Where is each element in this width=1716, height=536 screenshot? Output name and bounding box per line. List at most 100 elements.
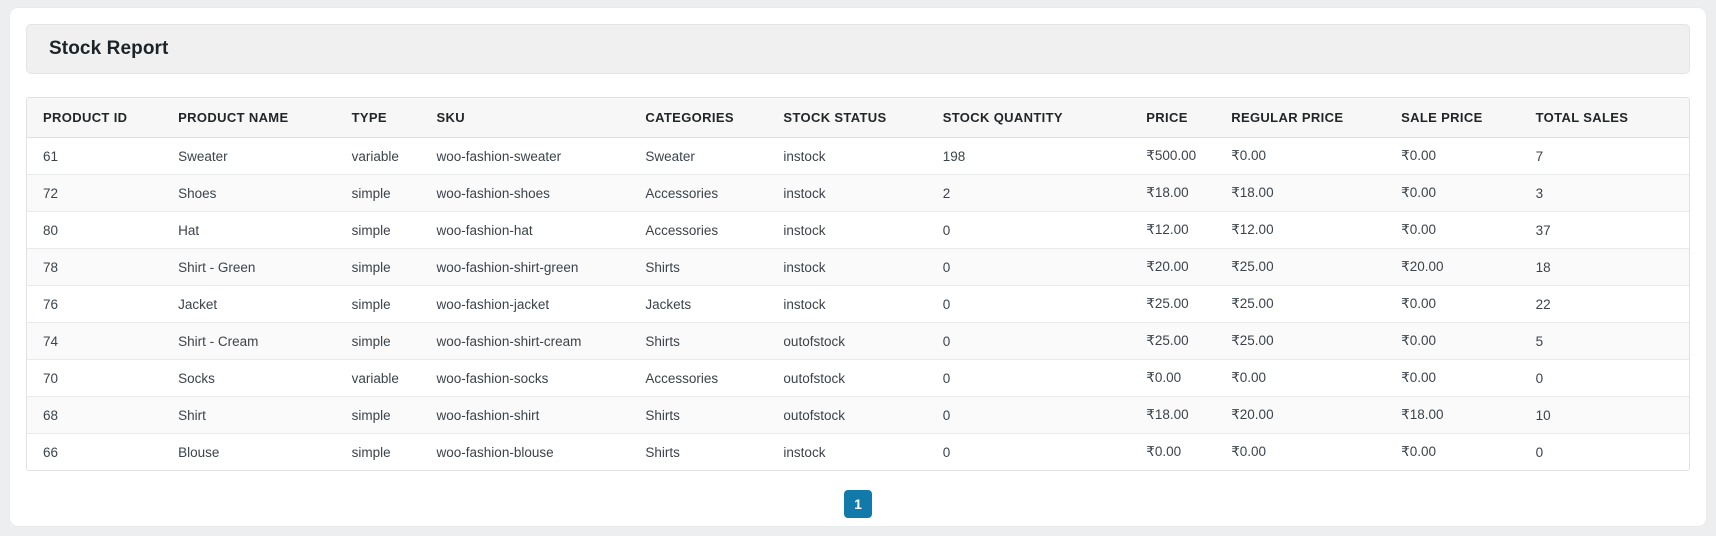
cell-product-name: Sweater	[172, 137, 346, 175]
cell-product-name: Shirt - Cream	[172, 322, 346, 360]
cell-regular-price: ₹0.00	[1225, 137, 1396, 175]
cell-stock-quantity: 2	[936, 174, 1141, 212]
cell-categories: Shirts	[645, 444, 680, 460]
cell-sale-price: ₹0.00	[1395, 174, 1530, 212]
cell-product-id: 76	[27, 285, 173, 323]
cell-total-sales: 7	[1529, 137, 1689, 175]
cell-stock-status: instock	[777, 174, 937, 212]
cell-total-sales: 10	[1529, 396, 1689, 434]
table-row[interactable]: 61 Sweater variable woo-fashion-sweater Swea…	[27, 137, 1689, 175]
cell-price: ₹0.00	[1146, 444, 1182, 459]
cell-stock-quantity: 0	[936, 285, 1141, 323]
cell-regular-price: ₹25.00	[1225, 322, 1396, 360]
cell-stock-quantity: 0	[936, 396, 1141, 434]
cell-stock-status: instock	[783, 444, 826, 460]
cell-type: simple	[345, 248, 431, 286]
table-row[interactable]: 70 Socks variable woo-fashion-socks Accessor…	[27, 359, 1689, 397]
cell-stock-quantity: 0	[936, 359, 1141, 397]
cell-product-id: 66	[43, 444, 59, 460]
cell-price: ₹25.00	[1140, 285, 1226, 323]
column-header-price[interactable]: PRICE	[1140, 98, 1226, 138]
column-header-sale-price[interactable]: SALE PRICE	[1395, 98, 1530, 138]
table-row[interactable]: 74 Shirt - Cream simple woo-fashion-shirt-c…	[27, 322, 1689, 360]
cell-type: simple	[351, 444, 391, 460]
cell-stock-status: instock	[777, 137, 937, 175]
cell-type: simple	[345, 174, 431, 212]
cell-price: ₹18.00	[1140, 174, 1226, 212]
column-header-categories[interactable]: CATEGORIES	[639, 98, 778, 138]
cell-product-name: Hat	[172, 211, 346, 249]
cell-sku: woo-fashion-shoes	[430, 174, 640, 212]
table-row[interactable]: 68 Shirt simple woo-fashion-shirt Shirts outo…	[27, 396, 1689, 434]
cell-product-id: 80	[27, 211, 173, 249]
cell-total-sales: 18	[1529, 248, 1689, 286]
cell-stock-quantity: 198	[936, 137, 1141, 175]
cell-type: variable	[345, 359, 431, 397]
cell-categories: Jackets	[639, 285, 778, 323]
cell-regular-price: ₹18.00	[1225, 174, 1396, 212]
column-header-product-name[interactable]: PRODUCT NAME	[172, 98, 346, 138]
cell-stock-quantity: 0	[936, 322, 1141, 360]
table-row[interactable]: 72 Shoes simple woo-fashion-shoes Accessorie…	[27, 174, 1689, 212]
stock-table-container: PRODUCT ID PRODUCT NAME TYPE SKU CATEGOR…	[26, 97, 1690, 471]
column-header-sku[interactable]: SKU	[430, 98, 640, 138]
cell-sale-price: ₹18.00	[1395, 396, 1530, 434]
column-header-regular-price[interactable]: REGULAR PRICE	[1225, 98, 1396, 138]
cell-sale-price: ₹0.00	[1395, 137, 1530, 175]
cell-sale-price: ₹0.00	[1395, 322, 1530, 360]
table-header-row: PRODUCT ID PRODUCT NAME TYPE SKU CATEGOR…	[27, 98, 1689, 138]
page-title: Stock Report	[49, 38, 169, 59]
table-body: 61 Sweater variable woo-fashion-sweater Swea…	[27, 137, 1689, 470]
cell-product-name: Shirt - Green	[172, 248, 346, 286]
table-row[interactable]: 80 Hat simple woo-fashion-hat Accessories ins…	[27, 211, 1689, 249]
cell-type: simple	[345, 322, 431, 360]
cell-total-sales: 0	[1535, 444, 1544, 460]
table-row[interactable]: 66 Blouse simple woo-fashion-blouse Shirts in…	[27, 433, 1689, 470]
cell-sku: woo-fashion-blouse	[436, 444, 554, 460]
cell-total-sales: 37	[1529, 211, 1689, 249]
cell-categories: Accessories	[639, 359, 778, 397]
pagination: 1	[26, 490, 1690, 518]
cell-price: ₹500.00	[1140, 137, 1226, 175]
cell-categories: Accessories	[639, 211, 778, 249]
cell-product-id: 70	[27, 359, 173, 397]
cell-categories: Accessories	[639, 174, 778, 212]
cell-categories: Shirts	[639, 322, 778, 360]
cell-price: ₹18.00	[1140, 396, 1226, 434]
column-header-stock-quantity[interactable]: STOCK QUANTITY	[936, 98, 1141, 138]
cell-stock-status: outofstock	[777, 396, 937, 434]
cell-stock-status: instock	[777, 285, 937, 323]
cell-product-name: Socks	[172, 359, 346, 397]
cell-sku: woo-fashion-shirt-cream	[430, 322, 640, 360]
cell-stock-status: outofstock	[777, 322, 937, 360]
column-header-total-sales[interactable]: TOTAL SALES	[1529, 98, 1689, 138]
cell-type: simple	[345, 396, 431, 434]
cell-product-id: 61	[27, 137, 173, 175]
cell-total-sales: 5	[1529, 322, 1689, 360]
stock-report-card: Stock Report	[10, 8, 1706, 526]
table-row[interactable]: 76 Jacket simple woo-fashion-jacket Jackets i…	[27, 285, 1689, 323]
cell-stock-quantity: 0	[942, 444, 951, 460]
cell-sku: woo-fashion-jacket	[430, 285, 640, 323]
cell-stock-quantity: 0	[936, 211, 1141, 249]
cell-sku: woo-fashion-hat	[430, 211, 640, 249]
cell-sale-price: ₹0.00	[1395, 359, 1530, 397]
cell-product-name: Shirt	[172, 396, 346, 434]
cell-stock-status: instock	[777, 211, 937, 249]
cell-stock-status: instock	[777, 248, 937, 286]
cell-type: simple	[345, 211, 431, 249]
column-header-product-id[interactable]: PRODUCT ID	[27, 98, 173, 138]
table-header: PRODUCT ID PRODUCT NAME TYPE SKU CATEGOR…	[27, 98, 1689, 138]
cell-sku: woo-fashion-sweater	[430, 137, 640, 175]
cell-sale-price: ₹20.00	[1395, 248, 1530, 286]
cell-price: ₹25.00	[1140, 322, 1226, 360]
pagination-page-1[interactable]: 1	[844, 490, 872, 518]
cell-type: variable	[345, 137, 431, 175]
column-header-type[interactable]: TYPE	[345, 98, 431, 138]
cell-sale-price: ₹0.00	[1395, 285, 1530, 323]
column-header-stock-status[interactable]: STOCK STATUS	[777, 98, 937, 138]
cell-sale-price: ₹0.00	[1395, 211, 1530, 249]
cell-categories: Shirts	[639, 248, 778, 286]
table-row[interactable]: 78 Shirt - Green simple woo-fashion-shirt-g…	[27, 248, 1689, 286]
